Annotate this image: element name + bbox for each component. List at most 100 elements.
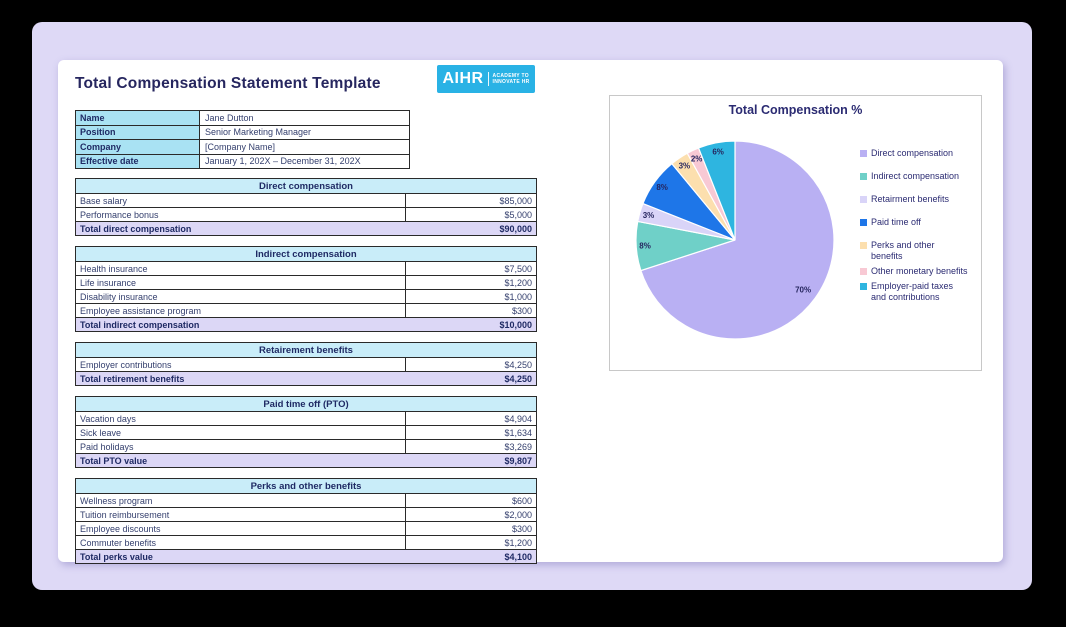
table-row: Commuter benefits $1,200 — [76, 535, 536, 549]
section-table: Paid time off (PTO) Vacation days $4,904 Si… — [75, 396, 537, 468]
legend-item: Other monetary benefits — [860, 266, 968, 277]
table-row: Health insurance $7,500 — [76, 261, 536, 275]
row-label: Paid holidays — [80, 441, 134, 452]
info-row: Effective date January 1, 202X – December… — [76, 153, 409, 168]
chart-panel: Total Compensation % 70% 8% 3% 8% 3% 2% 6% Dir… — [609, 95, 982, 371]
legend-item: Employer-paid taxes and contributions — [860, 281, 968, 303]
page-background: Total Compensation Statement Template AI… — [32, 22, 1032, 590]
aihr-logo: AIHR ACADEMY TO INNOVATE HR — [437, 65, 535, 93]
pie-percent-label: 8% — [656, 183, 668, 192]
row-label: Employee assistance program — [80, 305, 202, 316]
legend-item: Retairment benefits — [860, 194, 968, 205]
row-value: $4,250 — [405, 358, 536, 371]
table-row: Disability insurance $1,000 — [76, 289, 536, 303]
row-label: Performance bonus — [80, 209, 159, 220]
legend-swatch — [860, 150, 867, 157]
legend-label: Perks and other benefits — [871, 240, 935, 261]
info-row: Name Jane Dutton — [76, 111, 409, 125]
info-row: Position Senior Marketing Manager — [76, 124, 409, 139]
info-value: Jane Dutton — [205, 112, 254, 123]
row-value: $1,634 — [405, 426, 536, 439]
row-label: Total direct compensation — [80, 223, 192, 234]
table-row: Employee assistance program $300 — [76, 303, 536, 317]
row-label: Vacation days — [80, 413, 136, 424]
section-table: Direct compensation Base salary $85,000 Per… — [75, 178, 537, 236]
row-value: $1,200 — [405, 276, 536, 289]
info-value: Senior Marketing Manager — [205, 127, 312, 138]
legend-label: Retairment benefits — [871, 194, 950, 204]
row-label: Tuition reimbursement — [80, 509, 170, 520]
legend-swatch — [860, 173, 867, 180]
statement-tables: Name Jane Dutton Position Senior Marketing … — [75, 110, 537, 564]
logo-divider — [487, 72, 489, 86]
legend-item: Paid time off — [860, 217, 968, 228]
table-row: Employer contributions $4,250 — [76, 357, 536, 371]
row-value: $4,100 — [504, 551, 532, 562]
chart-title: Total Compensation % — [728, 103, 863, 117]
row-label: Commuter benefits — [80, 537, 157, 548]
row-label: Total PTO value — [80, 455, 148, 466]
legend-swatch — [860, 219, 867, 226]
legend-label: Paid time off — [871, 217, 921, 227]
legend-item: Perks and other benefits — [860, 240, 968, 262]
legend-label: Indirect compensation — [871, 171, 960, 181]
info-value: January 1, 202X – December 31, 202X — [205, 156, 361, 167]
table-row: Life insurance $1,200 — [76, 275, 536, 289]
section-table: Perks and other benefits Wellness program… — [75, 478, 537, 564]
total-row: Total PTO value $9,807 — [76, 453, 536, 467]
row-label: Health insurance — [80, 263, 148, 274]
row-value: $9,807 — [504, 455, 532, 466]
employee-info-table: Name Jane Dutton Position Senior Marketing … — [75, 110, 410, 169]
compensation-sections: Direct compensation Base salary $85,000 Per… — [75, 178, 537, 564]
row-label: Total indirect compensation — [80, 319, 200, 330]
total-row: Total direct compensation $90,000 — [76, 221, 536, 235]
info-label: Position — [76, 125, 200, 139]
row-label: Employee discounts — [80, 523, 161, 534]
pie-chart: 70%8%3%8%3%2%6% — [635, 140, 835, 340]
row-value: $85,000 — [405, 194, 536, 207]
row-label: Sick leave — [80, 427, 122, 438]
row-value: $90,000 — [499, 223, 532, 234]
row-value: $4,250 — [504, 373, 532, 384]
total-row: Total perks value $4,100 — [76, 549, 536, 563]
legend-label: Direct compensation — [871, 148, 954, 158]
section-table: Indirect compensation Health insurance $7,… — [75, 246, 537, 332]
statement-card: Total Compensation Statement Template AI… — [58, 60, 1003, 564]
row-value: $10,000 — [499, 319, 532, 330]
legend-swatch — [860, 196, 867, 203]
aihr-logo-text: AIHR — [442, 70, 484, 87]
info-label: Name — [76, 111, 200, 125]
row-label: Life insurance — [80, 277, 137, 288]
total-row: Total indirect compensation $10,000 — [76, 317, 536, 331]
info-value: [Company Name] — [205, 141, 276, 152]
legend-label: Other monetary benefits — [871, 266, 968, 276]
table-row: Base salary $85,000 — [76, 193, 536, 207]
legend-label: Employer-paid taxes and contributions — [871, 281, 954, 302]
chart-legend: Direct compensation Indirect compensation… — [860, 148, 968, 307]
table-row: Wellness program $600 — [76, 493, 536, 507]
legend-item: Indirect compensation — [860, 171, 968, 182]
row-value: $600 — [405, 494, 536, 507]
info-label: Effective date — [76, 154, 200, 168]
info-label: Company — [76, 140, 200, 154]
pie-percent-label: 3% — [643, 211, 655, 220]
section-header: Retairement benefits — [76, 343, 536, 357]
row-value: $3,269 — [405, 440, 536, 453]
table-row: Vacation days $4,904 — [76, 411, 536, 425]
page-title: Total Compensation Statement Template — [75, 75, 381, 92]
aihr-logo-tagline: ACADEMY TO INNOVATE HR — [492, 73, 530, 85]
section-header: Paid time off (PTO) — [76, 397, 536, 411]
total-row: Total retirement benefits $4,250 — [76, 371, 536, 385]
section-table: Retairement benefits Employer contributio… — [75, 342, 537, 386]
row-value: $5,000 — [405, 208, 536, 221]
pie-percent-label: 8% — [639, 242, 651, 251]
row-value: $7,500 — [405, 262, 536, 275]
row-label: Wellness program — [80, 495, 153, 506]
pie-percent-label: 2% — [691, 154, 703, 163]
row-value: $2,000 — [405, 508, 536, 521]
row-label: Disability insurance — [80, 291, 158, 302]
pie-slice — [640, 140, 835, 340]
row-label: Base salary — [80, 195, 128, 206]
section-header: Direct compensation — [76, 179, 536, 193]
pie-slice — [697, 140, 736, 241]
